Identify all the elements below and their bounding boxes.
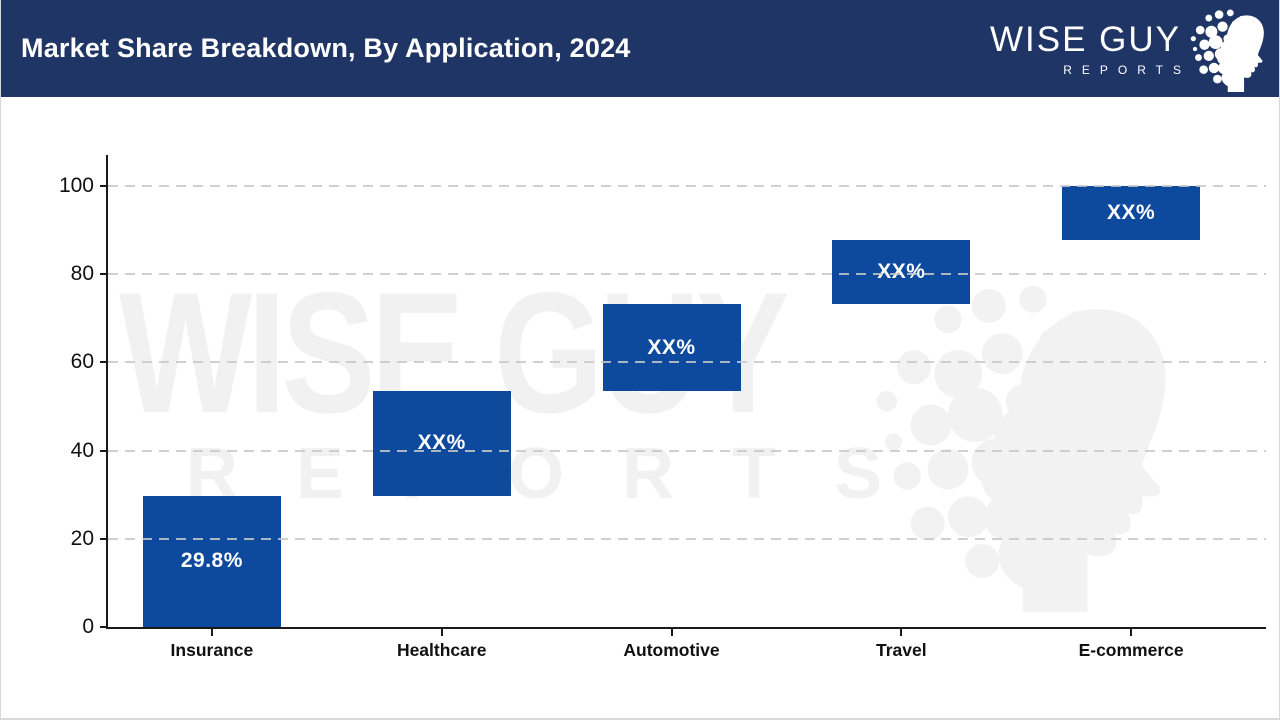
x-axis-label-insurance: Insurance — [170, 640, 254, 660]
gridline-20 — [108, 537, 1266, 540]
x-axis-line — [106, 627, 1266, 629]
page-title: Market Share Breakdown, By Application, … — [21, 33, 631, 63]
bar-value-label: XX% — [647, 335, 696, 359]
y-tick-label-80: 80 — [70, 262, 94, 286]
bar-automotive: XX% — [602, 304, 741, 391]
gridline-80 — [108, 273, 1266, 276]
bar-value-label: XX% — [1107, 200, 1156, 224]
y-tick-mark-0 — [100, 626, 108, 628]
gridline-40 — [108, 449, 1266, 452]
y-tick-mark-100 — [100, 184, 108, 187]
x-axis-label-e-commerce: E-commerce — [1078, 640, 1184, 660]
x-axis-label-healthcare: Healthcare — [396, 640, 487, 660]
x-tick-mark-e-commerce — [1130, 627, 1133, 636]
y-axis-line — [106, 155, 108, 629]
x-tick-mark-travel — [900, 627, 903, 636]
y-tick-label-60: 60 — [70, 350, 94, 374]
y-tick-mark-20 — [100, 537, 108, 540]
wiseguy-logo: WISE GUY REPORTS — [990, 22, 1181, 76]
header-bar: Market Share Breakdown, By Application, … — [1, 0, 1279, 97]
y-tick-mark-40 — [100, 449, 108, 452]
gridline-60 — [108, 361, 1266, 364]
wiseguy-head-icon — [1190, 9, 1264, 92]
x-axis-label-automotive: Automotive — [623, 640, 720, 660]
y-tick-mark-60 — [100, 361, 108, 364]
y-tick-mark-80 — [100, 273, 108, 276]
x-tick-mark-insurance — [210, 627, 213, 636]
x-tick-mark-healthcare — [440, 627, 443, 636]
x-tick-mark-automotive — [670, 627, 673, 636]
y-tick-label-40: 40 — [70, 438, 94, 462]
gridline-100 — [108, 184, 1266, 187]
y-tick-label-0: 0 — [82, 615, 94, 638]
y-tick-label-100: 100 — [58, 173, 94, 197]
logo-wordmark: WISE GUY — [989, 20, 1181, 59]
y-tick-label-20: 20 — [70, 526, 94, 550]
logo-subtitle: REPORTS — [1063, 63, 1191, 77]
bar-e-commerce: XX% — [1062, 185, 1201, 240]
bar-insurance: 29.8% — [142, 495, 281, 627]
bar-healthcare: XX% — [372, 391, 511, 496]
bar-value-label: XX% — [417, 431, 466, 455]
bar-travel: XX% — [832, 239, 971, 305]
bar-value-label: XX% — [877, 259, 926, 283]
bar-value-label: 29.8% — [180, 549, 243, 573]
x-axis-label-travel: Travel — [875, 640, 927, 660]
